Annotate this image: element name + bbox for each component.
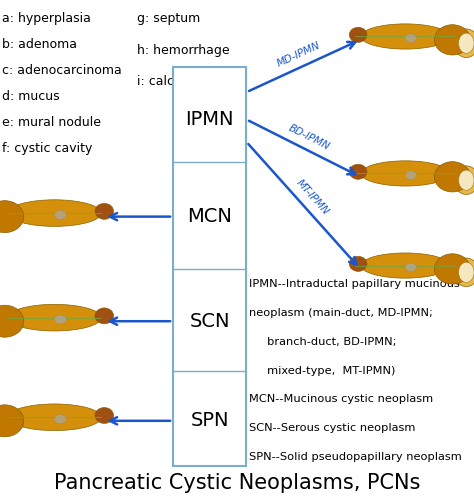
Ellipse shape (458, 170, 474, 190)
Ellipse shape (405, 263, 416, 271)
Bar (173, 67, 246, 466)
Text: f: cystic cavity: f: cystic cavity (2, 142, 93, 155)
Text: d: mucus: d: mucus (2, 90, 60, 103)
Text: c: adenocarcinoma: c: adenocarcinoma (2, 64, 122, 77)
Ellipse shape (95, 308, 114, 324)
Text: b: adenoma: b: adenoma (2, 38, 77, 51)
Ellipse shape (95, 203, 114, 219)
Text: MD-IPMN: MD-IPMN (275, 40, 322, 69)
Text: branch-duct, BD-IPMN;: branch-duct, BD-IPMN; (249, 337, 396, 347)
Text: SCN--Serous cystic neoplasm: SCN--Serous cystic neoplasm (249, 423, 415, 433)
Ellipse shape (349, 164, 367, 179)
Ellipse shape (8, 200, 101, 227)
Ellipse shape (55, 315, 66, 324)
Ellipse shape (8, 404, 101, 431)
Ellipse shape (55, 211, 66, 219)
Ellipse shape (55, 415, 66, 423)
Ellipse shape (454, 258, 474, 286)
Ellipse shape (349, 256, 367, 271)
Text: MT-IPMN: MT-IPMN (294, 177, 330, 217)
Ellipse shape (0, 409, 3, 439)
Text: mixed-type,  MT-IPMN): mixed-type, MT-IPMN) (249, 366, 395, 375)
Ellipse shape (361, 253, 450, 278)
Text: SCN: SCN (190, 312, 230, 331)
Ellipse shape (0, 305, 24, 337)
Text: MCN: MCN (187, 207, 232, 226)
Ellipse shape (434, 25, 470, 55)
Ellipse shape (349, 27, 367, 42)
Ellipse shape (454, 166, 474, 194)
Ellipse shape (458, 262, 474, 282)
Text: e: mural nodule: e: mural nodule (2, 116, 101, 129)
Ellipse shape (405, 34, 416, 42)
Ellipse shape (458, 33, 474, 53)
Text: g: septum: g: septum (137, 12, 201, 25)
Ellipse shape (434, 254, 470, 284)
Ellipse shape (361, 24, 450, 49)
Ellipse shape (0, 405, 24, 437)
Text: i: calcification: i: calcification (137, 75, 225, 88)
Ellipse shape (0, 310, 3, 340)
Text: Pancreatic Cystic Neoplasms, PCNs: Pancreatic Cystic Neoplasms, PCNs (54, 473, 420, 493)
Ellipse shape (405, 171, 416, 179)
Text: IPMN: IPMN (185, 110, 234, 129)
Ellipse shape (0, 205, 3, 235)
Ellipse shape (361, 161, 450, 186)
Text: a: hyperplasia: a: hyperplasia (2, 12, 91, 25)
Ellipse shape (434, 162, 470, 192)
Text: MCN--Mucinous cystic neoplasm: MCN--Mucinous cystic neoplasm (249, 394, 433, 404)
Text: SPN: SPN (191, 411, 229, 430)
Ellipse shape (0, 201, 24, 233)
Text: h: hemorrhage: h: hemorrhage (137, 44, 230, 57)
Text: BD-IPMN: BD-IPMN (286, 123, 331, 151)
Ellipse shape (454, 29, 474, 57)
Text: SPN--Solid pseudopapillary neoplasm: SPN--Solid pseudopapillary neoplasm (249, 452, 462, 462)
Ellipse shape (8, 304, 101, 331)
Text: neoplasm (main-duct, MD-IPMN;: neoplasm (main-duct, MD-IPMN; (249, 308, 433, 318)
Text: IPMN--Intraductal papillary mucinous: IPMN--Intraductal papillary mucinous (249, 279, 460, 289)
Ellipse shape (95, 407, 114, 423)
